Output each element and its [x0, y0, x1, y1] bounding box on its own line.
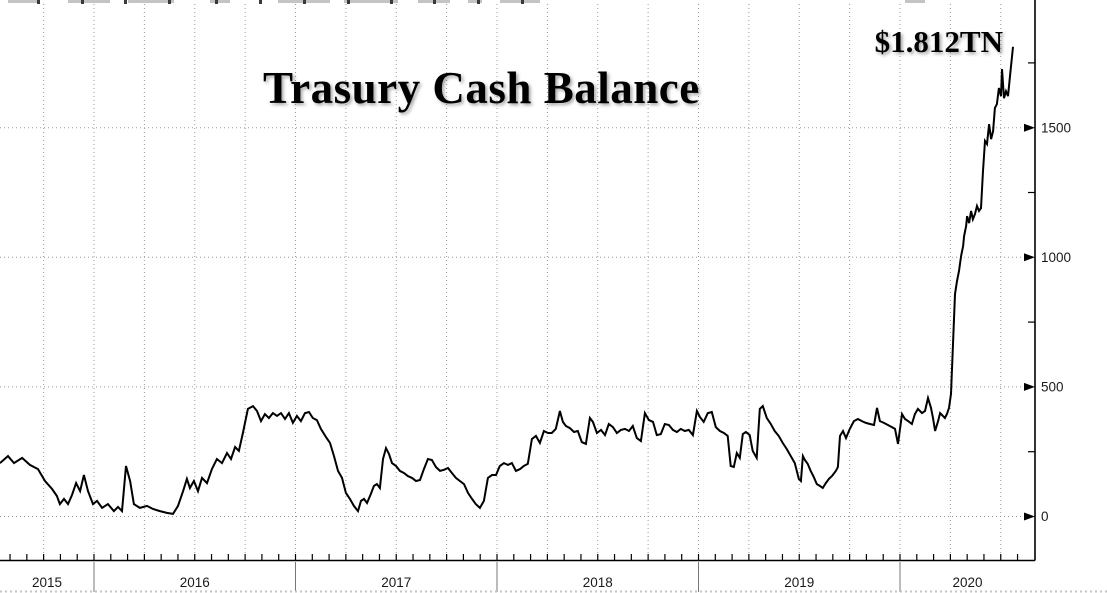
y-tick-label: 1000 [1041, 250, 1071, 265]
y-tick-arrow-icon [1024, 512, 1035, 521]
top-edge-artifact [344, 0, 398, 3]
top-edge-artifact [347, 0, 350, 4]
y-tick-label: 500 [1041, 380, 1064, 395]
top-edge-artifact [128, 0, 174, 3]
top-edge-artifact [500, 0, 540, 3]
y-tick-label: 1500 [1041, 120, 1071, 135]
x-tick-label: 2020 [952, 575, 982, 590]
y-tick-label: 0 [1041, 509, 1049, 524]
top-edge-artifact [215, 0, 218, 4]
top-edge-artifact [433, 0, 436, 4]
series-line [0, 46, 1014, 515]
top-edge-artifact [81, 0, 84, 4]
top-edge-artifact [390, 0, 393, 4]
top-edge-artifact [477, 0, 480, 4]
top-edge-artifact [259, 0, 262, 4]
top-edge-artifact [37, 0, 40, 4]
x-tick-label: 2017 [381, 575, 411, 590]
top-edge-artifact [468, 0, 482, 3]
chart-title: Trasury Cash Balance [263, 63, 700, 113]
x-tick-label: 2019 [784, 575, 814, 590]
top-edge-artifact [168, 0, 171, 4]
y-tick-arrow-icon [1024, 382, 1035, 391]
top-edge-artifact [8, 0, 38, 3]
y-tick-arrow-icon [1024, 253, 1035, 262]
top-edge-artifact [905, 0, 925, 3]
top-edge-artifact [303, 0, 306, 4]
top-edge-artifact [210, 0, 230, 3]
top-edge-artifact [124, 0, 127, 4]
top-edge-artifact [68, 0, 110, 3]
x-tick-label: 2018 [583, 575, 613, 590]
x-tick-label: 2016 [180, 575, 210, 590]
last-value-label: $1.812TN [874, 24, 1003, 59]
y-tick-arrow-icon [1024, 123, 1035, 132]
x-tick-label: 2015 [32, 575, 62, 590]
top-edge-artifact [521, 0, 524, 4]
